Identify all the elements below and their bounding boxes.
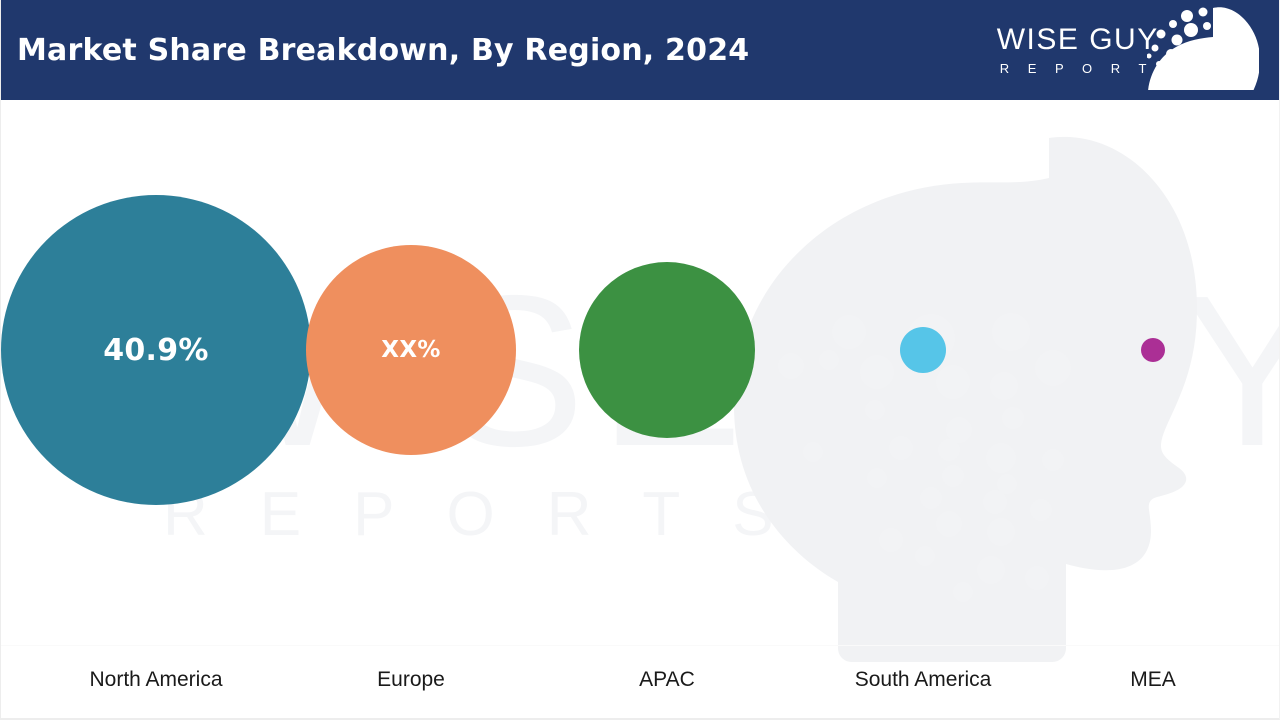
bubble-europe[interactable]: XX% (306, 245, 516, 455)
axis-label-apac: APAC (639, 668, 695, 691)
bubble-value-label-north-america: 40.9% (103, 332, 209, 368)
bottom-divider (1, 718, 1279, 719)
logo-primary-text: WISE GUY (996, 23, 1159, 56)
bubble-north-america[interactable]: 40.9% (1, 195, 311, 505)
bubble-chart-area: 40.9% XX% (1, 100, 1279, 645)
brand-logo[interactable]: WISE GUY R E P O R T S (996, 4, 1263, 174)
axis-label-mea: MEA (1130, 668, 1176, 691)
header-bar: Market Share Breakdown, By Region, 2024 … (1, 0, 1279, 174)
axis-label-europe: Europe (377, 668, 445, 691)
logo-secondary-text: R E P O R T S (999, 61, 1181, 76)
bubble-value-label-europe: XX% (381, 337, 441, 363)
bubble-south-america[interactable] (900, 327, 946, 373)
axis-label-south-america: South America (854, 668, 992, 691)
page-title: Market Share Breakdown, By Region, 2024 (17, 32, 750, 68)
bubble-mea[interactable] (1141, 338, 1165, 362)
axis-label-north-america: North America (89, 668, 223, 691)
bubble-apac[interactable] (579, 262, 755, 438)
category-axis: North America Europe APAC South America … (1, 645, 1279, 719)
wise-guy-head-icon (1146, 4, 1260, 174)
logo-wordmark: WISE GUY R E P O R T S (996, 23, 1181, 76)
